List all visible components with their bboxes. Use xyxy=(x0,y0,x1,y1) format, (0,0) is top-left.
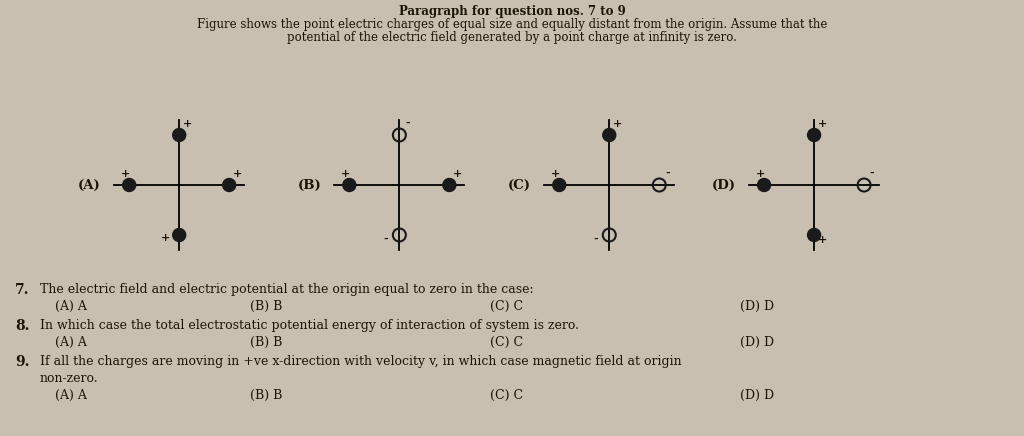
Text: non-zero.: non-zero. xyxy=(40,372,98,385)
Text: (A) A: (A) A xyxy=(55,300,87,313)
Circle shape xyxy=(553,178,566,191)
Circle shape xyxy=(222,178,236,191)
Circle shape xyxy=(808,129,820,142)
Text: -: - xyxy=(665,167,670,178)
Text: -: - xyxy=(593,234,598,245)
Text: Paragraph for question nos. 7 to 9: Paragraph for question nos. 7 to 9 xyxy=(398,5,626,18)
Text: (C): (C) xyxy=(508,178,530,191)
Text: -: - xyxy=(869,167,874,178)
Text: (A) A: (A) A xyxy=(55,336,87,349)
Text: (B) B: (B) B xyxy=(250,300,283,313)
Text: potential of the electric field generated by a point charge at infinity is zero.: potential of the electric field generate… xyxy=(287,31,737,44)
Text: +: + xyxy=(756,167,765,178)
Text: (C) C: (C) C xyxy=(490,300,523,313)
Text: (C) C: (C) C xyxy=(490,389,523,402)
Text: +: + xyxy=(161,232,170,242)
Text: (D) D: (D) D xyxy=(740,389,774,402)
Text: (A): (A) xyxy=(78,178,100,191)
Text: (A) A: (A) A xyxy=(55,389,87,402)
Text: +: + xyxy=(121,167,130,178)
Text: (D): (D) xyxy=(712,178,736,191)
Text: +: + xyxy=(182,117,191,129)
Text: 8.: 8. xyxy=(15,319,30,333)
Circle shape xyxy=(123,178,136,191)
Text: +: + xyxy=(817,117,826,129)
Circle shape xyxy=(343,178,356,191)
Circle shape xyxy=(442,178,456,191)
Text: (D) D: (D) D xyxy=(740,336,774,349)
Text: -: - xyxy=(383,234,388,245)
Text: (D) D: (D) D xyxy=(740,300,774,313)
Text: +: + xyxy=(551,167,560,178)
Text: 9.: 9. xyxy=(15,355,30,369)
Text: (C) C: (C) C xyxy=(490,336,523,349)
Text: +: + xyxy=(453,167,462,178)
Circle shape xyxy=(758,178,771,191)
Text: +: + xyxy=(232,167,242,178)
Text: In which case the total electrostatic potential energy of interaction of system : In which case the total electrostatic po… xyxy=(40,319,579,332)
Text: (B) B: (B) B xyxy=(250,336,283,349)
Circle shape xyxy=(603,129,615,142)
Text: +: + xyxy=(341,167,350,178)
Text: -: - xyxy=(406,117,410,129)
Circle shape xyxy=(808,228,820,242)
Text: +: + xyxy=(817,234,826,245)
Text: If all the charges are moving in +ve x-direction with velocity v, in which case : If all the charges are moving in +ve x-d… xyxy=(40,355,682,368)
Text: The electric field and electric potential at the origin equal to zero in the cas: The electric field and electric potentia… xyxy=(40,283,534,296)
Text: (B) B: (B) B xyxy=(250,389,283,402)
Text: Figure shows the point electric charges of equal size and equally distant from t: Figure shows the point electric charges … xyxy=(197,18,827,31)
Circle shape xyxy=(173,129,185,142)
Text: 7.: 7. xyxy=(15,283,30,297)
Text: +: + xyxy=(612,117,622,129)
Text: (B): (B) xyxy=(298,178,322,191)
Circle shape xyxy=(173,228,185,242)
